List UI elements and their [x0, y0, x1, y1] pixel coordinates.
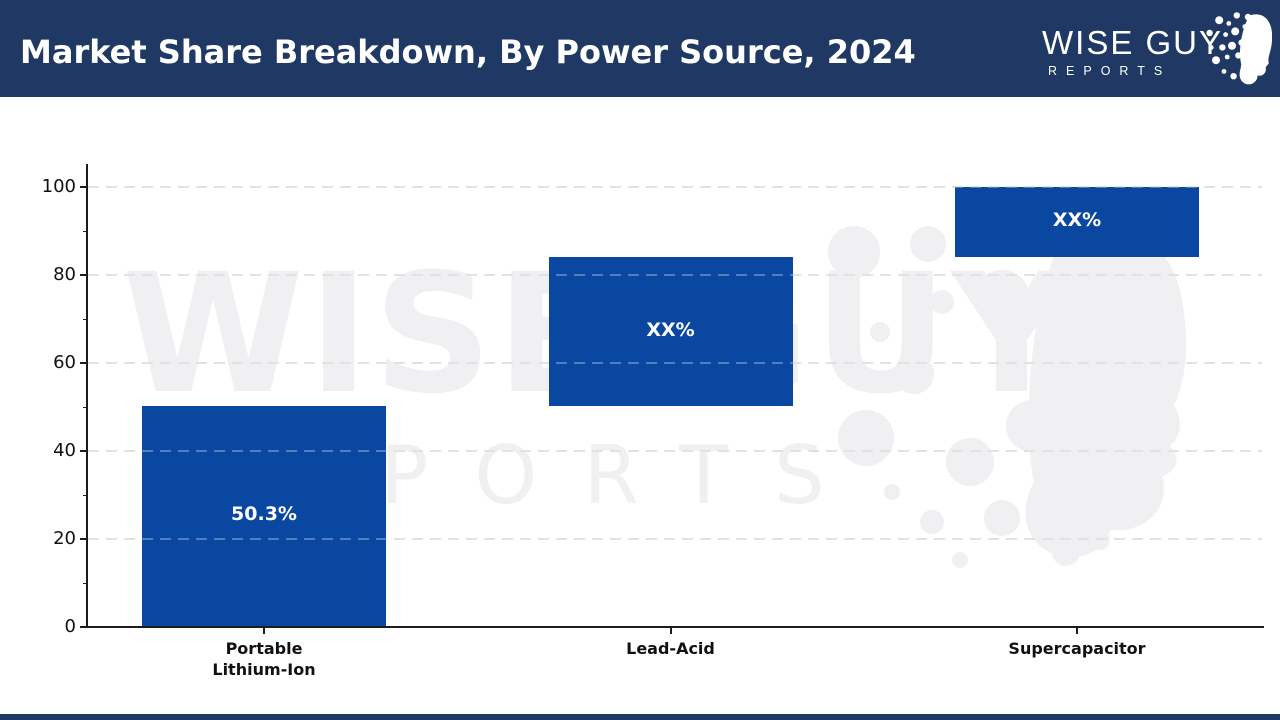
gridline-overlay: [88, 186, 1262, 188]
y-tick-label: 40: [53, 440, 76, 461]
y-minor-tick: [83, 230, 88, 232]
y-tick: [80, 538, 88, 540]
gridline: [88, 538, 1262, 540]
logo-face-icon: [1206, 12, 1272, 85]
y-tick: [80, 186, 88, 188]
x-category-label: Portable Lithium-Ion: [212, 639, 316, 679]
page-title: Market Share Breakdown, By Power Source,…: [20, 33, 916, 71]
y-minor-tick: [83, 406, 88, 408]
bar: [142, 405, 386, 627]
gridline: [88, 186, 1262, 188]
gridline: [88, 450, 1262, 452]
y-tick-label: 60: [53, 352, 76, 373]
logo-wiseguy-text: WISE GUY: [1042, 24, 1224, 61]
footer-bar: [0, 714, 1280, 720]
x-tick: [263, 627, 265, 634]
y-tick-label: 80: [53, 264, 76, 285]
y-tick: [80, 450, 88, 452]
x-tick: [1076, 627, 1078, 634]
gridline-overlay: [88, 538, 1262, 540]
y-tick: [80, 626, 88, 628]
gridline-overlay: [88, 450, 1262, 452]
y-minor-tick: [83, 494, 88, 496]
x-tick: [669, 627, 672, 634]
y-axis: [86, 164, 88, 628]
x-category-label: Supercapacitor: [1008, 639, 1146, 658]
y-tick: [80, 274, 88, 276]
watermark-face-dots: [828, 226, 1187, 568]
header-bar: Market Share Breakdown, By Power Source,…: [0, 0, 1280, 97]
bar-value-label: 50.3%: [231, 503, 297, 526]
y-tick-label: 0: [64, 616, 76, 637]
gridline-overlay: [88, 362, 1262, 364]
y-tick-label: 100: [41, 176, 76, 197]
bar: [548, 257, 793, 406]
y-minor-tick: [83, 318, 88, 320]
y-tick-label: 20: [53, 528, 76, 549]
bar-value-label: XX%: [646, 318, 695, 341]
y-tick: [80, 362, 88, 364]
gridline-overlay: [88, 274, 1262, 276]
bar-value-label: XX%: [1052, 209, 1102, 232]
brand-logo: WISE GUY REPORTS: [1012, 6, 1272, 94]
x-axis: [86, 626, 1264, 628]
x-category-label: Lead-Acid: [626, 639, 715, 658]
logo-reports-text: REPORTS: [1048, 64, 1172, 78]
y-minor-tick: [83, 582, 88, 584]
